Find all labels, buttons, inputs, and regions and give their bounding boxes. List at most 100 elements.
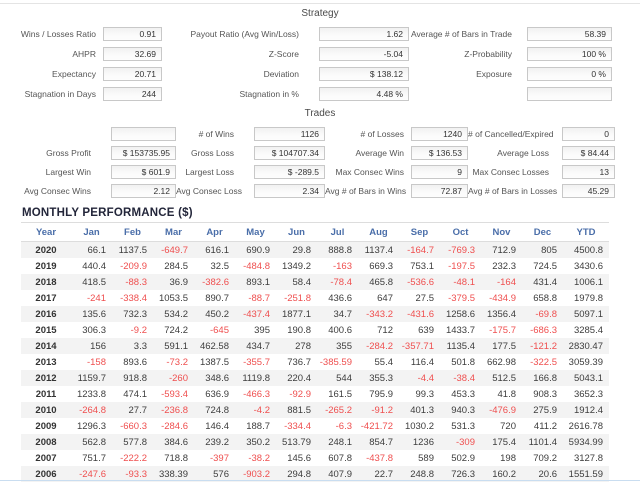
cell-2009-may: 188.7 xyxy=(246,420,270,432)
of-losses-value-field: 1240 xyxy=(411,126,468,141)
cell-2017-apr: 890.7 xyxy=(205,292,229,304)
cell-2011-mar: -593.4 xyxy=(161,388,188,400)
year-row-2020: 2020 66.1 1137.5 -649.7 616.1 690.9 29.8 888.8 1… xyxy=(21,241,609,258)
col-header-dec: Dec xyxy=(522,222,563,242)
col-header-mar: Mar xyxy=(153,222,194,242)
year-row-2007: 2007 751.7 -222.2 718.8 -397 -38.2 145.6 607.8 -… xyxy=(21,450,609,466)
cell-2019-apr: 32.5 xyxy=(210,260,230,272)
year-cell: 2017 xyxy=(35,292,57,304)
col-header-sep: Sep xyxy=(399,222,440,242)
cell-2008-sep: 1236 xyxy=(412,436,434,448)
cell-2006-jan: -247.6 xyxy=(79,468,106,480)
cell-2010-apr: 724.8 xyxy=(205,404,229,416)
cell-2020-jun: 29.8 xyxy=(292,244,312,256)
cell-2015-may: 395 xyxy=(254,324,270,336)
col-header-nov: Nov xyxy=(481,222,522,242)
cell-2019-mar: 284.5 xyxy=(164,260,188,272)
col-header-may: May xyxy=(235,222,276,242)
gross-loss-label: Gross Loss xyxy=(191,147,234,158)
year-row-2013: 2013 -158 893.6 -73.2 1387.5 -355.7 736.7 -385.… xyxy=(21,354,609,370)
bottom-divider xyxy=(0,480,640,481)
cell-2018-oct: -48.1 xyxy=(453,276,475,288)
cell-2011-may: -466.3 xyxy=(243,388,270,400)
exposure-value-field: 0 % xyxy=(527,67,612,81)
cell-2017-ytd: 1979.8 xyxy=(573,292,603,304)
cell-2016-jun: 1877.1 xyxy=(281,308,311,320)
of-wins-value-field: 1126 xyxy=(254,126,325,141)
cell-2014-jan: 156 xyxy=(90,340,106,352)
cell-2019-jun: 1349.2 xyxy=(281,260,311,272)
max-consec-losses-value-field: 13 xyxy=(562,164,615,179)
cell-2019-oct: -197.5 xyxy=(448,260,475,272)
avg-of-bars-in-losses-value-field: 45.29 xyxy=(562,183,615,198)
expectancy-label: Expectancy xyxy=(52,69,96,79)
cell-2007-ytd: 3127.8 xyxy=(573,452,603,464)
average-win-value-field: $ 136.53 xyxy=(411,145,468,160)
year-cell: 2019 xyxy=(35,260,57,272)
cell-2007-mar: 718.8 xyxy=(164,452,188,464)
cell-2017-sep: 27.5 xyxy=(415,292,435,304)
table-body: 2020 66.1 1137.5 -649.7 616.1 690.9 29.8 888.8 1… xyxy=(21,241,609,482)
year-row-2006: 2006 -247.6 -93.3 338.39 576 -903.2 294.8 407.9… xyxy=(21,466,609,482)
cell-2010-jan: -264.8 xyxy=(79,404,106,416)
cell-2011-apr: 636.9 xyxy=(205,388,229,400)
year-cell: 2014 xyxy=(35,340,57,352)
cell-2014-ytd: 2830.47 xyxy=(568,340,603,352)
cell-2015-feb: -9.2 xyxy=(130,324,147,336)
cell-2018-apr: -382.6 xyxy=(202,276,229,288)
cell-2014-jun: 278 xyxy=(295,340,311,352)
cell-2014-aug: -284.2 xyxy=(366,340,393,352)
year-row-2014: 2014 156 3.3 591.1 462.58 434.7 278 355 -284.2 -3… xyxy=(21,338,609,354)
cell-2020-ytd: 4500.8 xyxy=(573,244,603,256)
cell-2019-may: -484.8 xyxy=(243,260,270,272)
cell-2007-apr: -397 xyxy=(209,452,229,464)
cell-2011-jan: 1233.8 xyxy=(76,388,106,400)
average-loss-label: Average Loss xyxy=(497,147,549,158)
cell-2009-oct: 531.3 xyxy=(451,420,475,432)
cell-2020-dec: 805 xyxy=(541,244,557,256)
cell-2015-mar: 724.2 xyxy=(164,324,188,336)
cell-2006-dec: 20.6 xyxy=(538,468,558,480)
monthly-performance-title: MONTHLY PERFORMANCE ($) xyxy=(22,207,193,219)
empty-value-field xyxy=(111,126,176,141)
cell-2013-nov: 662.98 xyxy=(486,356,516,368)
year-cell: 2012 xyxy=(35,372,57,384)
cell-2020-may: 690.9 xyxy=(246,244,270,256)
cell-2014-dec: -121.2 xyxy=(530,340,557,352)
cell-2007-oct: 502.9 xyxy=(451,452,475,464)
cell-2018-may: 893.1 xyxy=(246,276,270,288)
cell-2012-oct: -38.4 xyxy=(453,372,475,384)
col-header-year: Year xyxy=(21,222,71,242)
largest-win-value-field: $ 601.9 xyxy=(111,164,176,179)
trades-section-title: Trades xyxy=(304,108,336,119)
table-header: Year Jan Feb Mar Apr May Jun Jul Aug Sep Oct Nov Dec… xyxy=(21,222,609,242)
col-header-jul: Jul xyxy=(317,222,358,242)
largest-loss-label: Largest Loss xyxy=(185,166,234,177)
average-win-label: Average Win xyxy=(355,147,404,158)
cell-2016-ytd: 5097.1 xyxy=(573,308,603,320)
cell-2009-feb: -660.3 xyxy=(120,420,147,432)
cell-2009-apr: 146.4 xyxy=(205,420,229,432)
top-divider xyxy=(0,3,640,4)
cell-2014-jul: 355 xyxy=(336,340,352,352)
cell-2013-sep: 116.4 xyxy=(410,356,434,368)
cell-2010-mar: -236.8 xyxy=(161,404,188,416)
cell-2012-ytd: 5043.1 xyxy=(573,372,603,384)
average-of-bars-in-trade-value-field: 58.39 xyxy=(527,27,612,41)
year-cell: 2007 xyxy=(35,452,57,464)
cell-2017-oct: -379.5 xyxy=(448,292,475,304)
cell-2008-feb: 577.8 xyxy=(123,436,147,448)
cell-2011-jun: -92.9 xyxy=(289,388,311,400)
cell-2013-jun: 736.7 xyxy=(287,356,311,368)
cell-2014-nov: 177.5 xyxy=(492,340,516,352)
cell-2009-aug: -421.72 xyxy=(360,420,393,432)
cell-2012-jan: 1159.7 xyxy=(77,372,106,384)
avg-of-bars-in-losses-label: Avg # of Bars in Losses xyxy=(468,185,558,196)
cell-2008-jan: 562.8 xyxy=(82,436,106,448)
average-of-bars-in-trade-label: Average # of Bars in Trade xyxy=(411,29,512,39)
col-header-feb: Feb xyxy=(112,222,153,242)
cell-2007-feb: -222.2 xyxy=(120,452,147,464)
cell-2016-mar: 534.2 xyxy=(164,308,188,320)
payout-ratio-avg-win-loss-label: Payout Ratio (Avg Win/Loss) xyxy=(190,29,300,39)
cell-2012-dec: 166.8 xyxy=(533,372,557,384)
